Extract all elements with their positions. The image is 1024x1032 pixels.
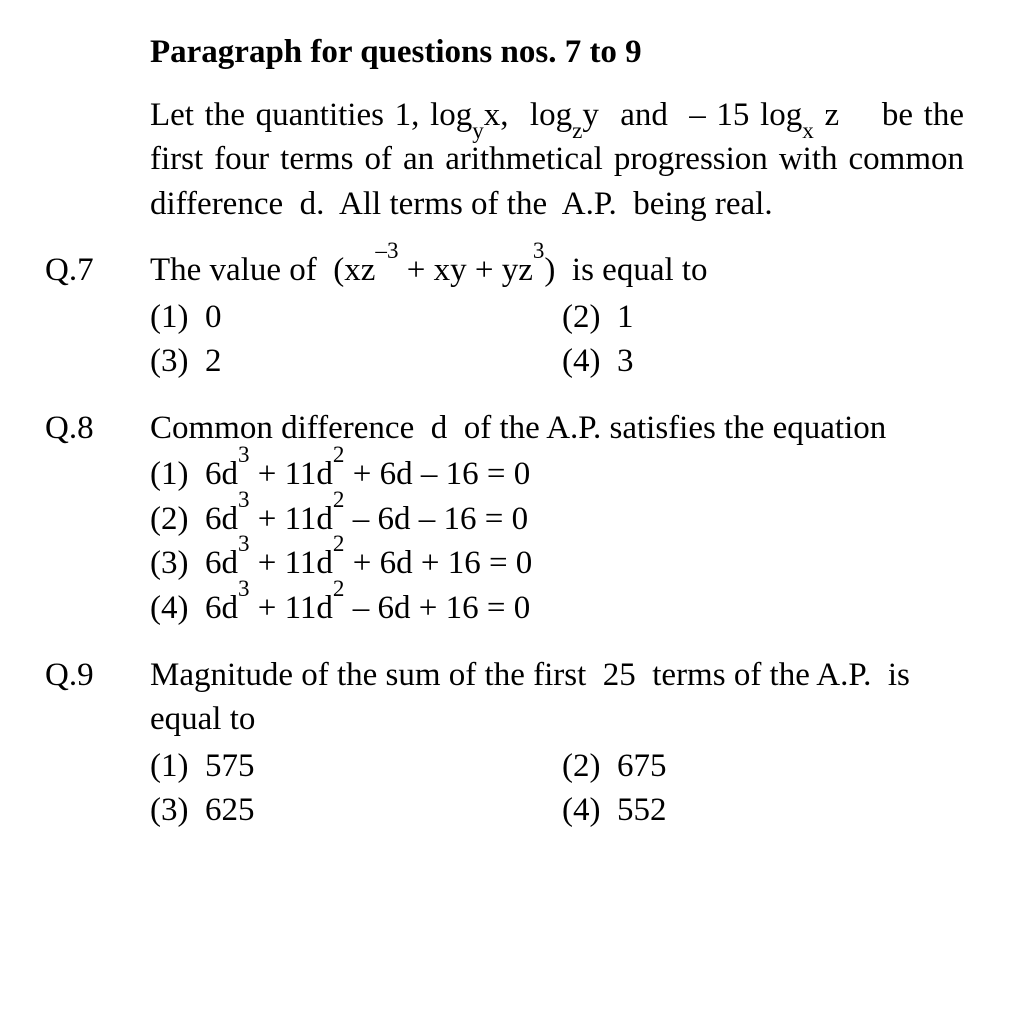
question-9-option-2[interactable]: (2) 675	[562, 744, 974, 789]
question-8: Q.8 Common difference d of the A.P. sati…	[20, 406, 974, 631]
question-8-option-2[interactable]: (2) 6d3 + 11d2 – 6d – 16 = 0	[150, 497, 974, 542]
question-9-number: Q.9	[20, 653, 150, 833]
question-8-option-3[interactable]: (3) 6d3 + 11d2 + 6d + 16 = 0	[150, 541, 974, 586]
question-9-stem: Magnitude of the sum of the first 25 ter…	[150, 653, 974, 742]
question-9-option-1[interactable]: (1) 575	[150, 744, 562, 789]
question-9-option-4[interactable]: (4) 552	[562, 788, 974, 833]
question-7-stem: The value of (xz–3 + xy + yz3) is equal …	[150, 248, 974, 293]
question-9: Q.9 Magnitude of the sum of the first 25…	[20, 653, 974, 833]
question-7: Q.7 The value of (xz–3 + xy + yz3) is eq…	[20, 248, 974, 384]
question-7-option-1[interactable]: (1) 0	[150, 295, 562, 340]
paragraph-intro: Let the quantities 1, logyx, logzy and –…	[150, 93, 964, 227]
question-7-option-3[interactable]: (3) 2	[150, 339, 562, 384]
question-9-option-3[interactable]: (3) 625	[150, 788, 562, 833]
question-7-number: Q.7	[20, 248, 150, 384]
question-8-option-1[interactable]: (1) 6d3 + 11d2 + 6d – 16 = 0	[150, 452, 974, 497]
question-8-number: Q.8	[20, 406, 150, 631]
question-8-stem: Common difference d of the A.P. satisfie…	[150, 406, 974, 451]
question-7-option-2[interactable]: (2) 1	[562, 295, 974, 340]
question-8-option-4[interactable]: (4) 6d3 + 11d2 – 6d + 16 = 0	[150, 586, 974, 631]
paragraph-heading: Paragraph for questions nos. 7 to 9	[150, 30, 974, 75]
question-7-option-4[interactable]: (4) 3	[562, 339, 974, 384]
